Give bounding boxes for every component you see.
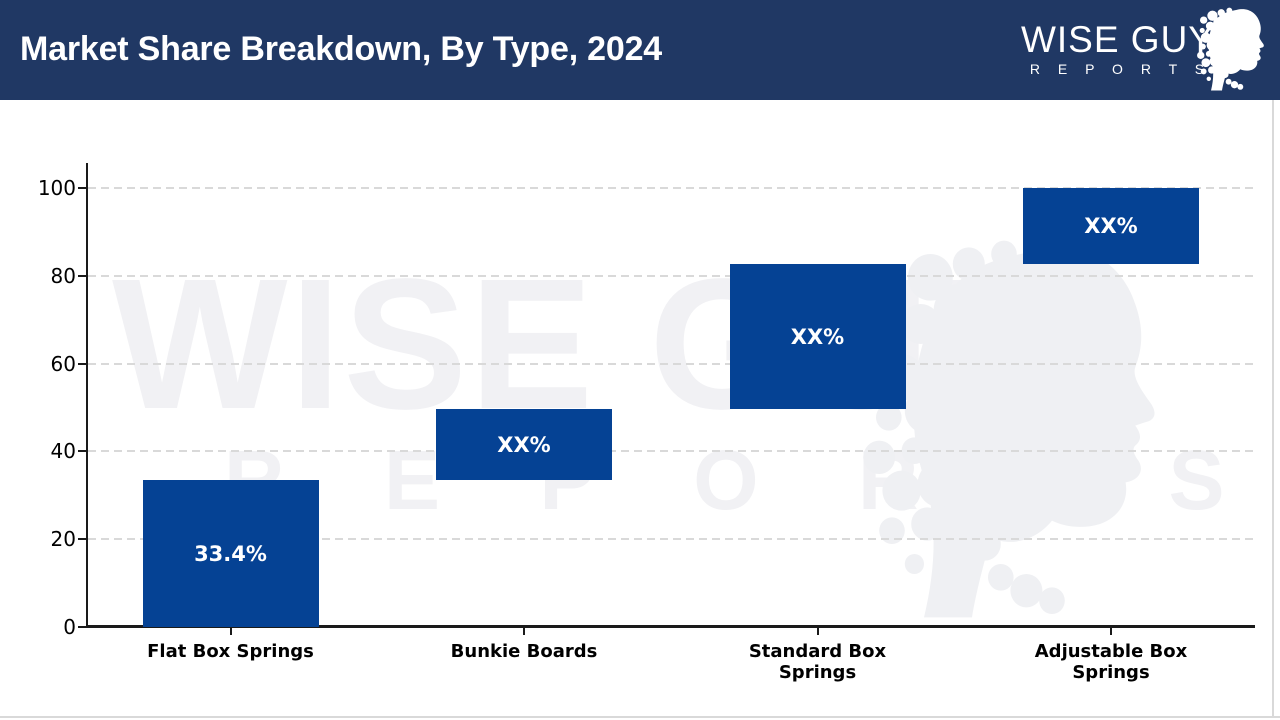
watermark-head-icon: [863, 240, 1155, 618]
x-tick-mark: [816, 628, 819, 635]
gridline-80: [88, 274, 1255, 277]
y-axis-spine: [86, 163, 88, 628]
x-tick-mark: [229, 628, 232, 635]
x-tick-label: Bunkie Boards: [450, 641, 598, 662]
logo-subtitle: R E P O R T S: [1029, 61, 1212, 77]
y-tick-mark: [78, 626, 86, 628]
y-tick-mark: [78, 187, 86, 189]
y-tick-mark: [78, 538, 86, 541]
y-tick-mark: [78, 274, 86, 277]
bar-2: XX%: [436, 409, 612, 481]
x-axis-spine: [86, 625, 1255, 628]
gridline-40: [88, 450, 1255, 453]
frame-border-right: [1272, 100, 1274, 717]
x-tick-label: Standard Box Springs: [748, 641, 887, 683]
gridline-20: [88, 538, 1255, 541]
bar-4: XX%: [1023, 188, 1199, 264]
bar-value-label: 33.4%: [194, 541, 267, 566]
page-title: Market Share Breakdown, By Type, 2024: [20, 30, 663, 68]
y-tick-label: 60: [50, 351, 76, 376]
x-tick-mark: [1110, 628, 1112, 635]
logo-head-icon: [1197, 7, 1264, 91]
y-tick-mark: [78, 450, 86, 453]
y-tick-label: 80: [50, 263, 76, 288]
x-tick-mark: [523, 628, 525, 635]
x-tick-label: Flat Box Springs: [147, 641, 314, 662]
x-tick-label: Adjustable Box Springs: [1034, 641, 1188, 683]
y-tick-label: 20: [50, 527, 76, 552]
bar-value-label: XX%: [790, 324, 845, 349]
gridline-60: [88, 362, 1255, 365]
y-tick-label: 0: [63, 615, 76, 639]
gridline-100: [88, 187, 1255, 189]
y-tick-label: 100: [37, 176, 76, 200]
y-tick-mark: [78, 362, 86, 365]
bar-3: XX%: [729, 263, 906, 410]
bar-value-label: XX%: [1084, 213, 1138, 238]
header: Market Share Breakdown, By Type, 2024 WI…: [0, 0, 1280, 100]
logo-wordmark: WISE GUY: [1020, 19, 1214, 60]
frame-border-bottom: [0, 716, 1280, 718]
bar-value-label: XX%: [497, 432, 551, 457]
y-tick-label: 40: [50, 439, 76, 464]
bar-1: 33.4%: [142, 480, 319, 627]
wise-guy-logo: WISE GUY R E P O R T S: [1021, 6, 1270, 92]
